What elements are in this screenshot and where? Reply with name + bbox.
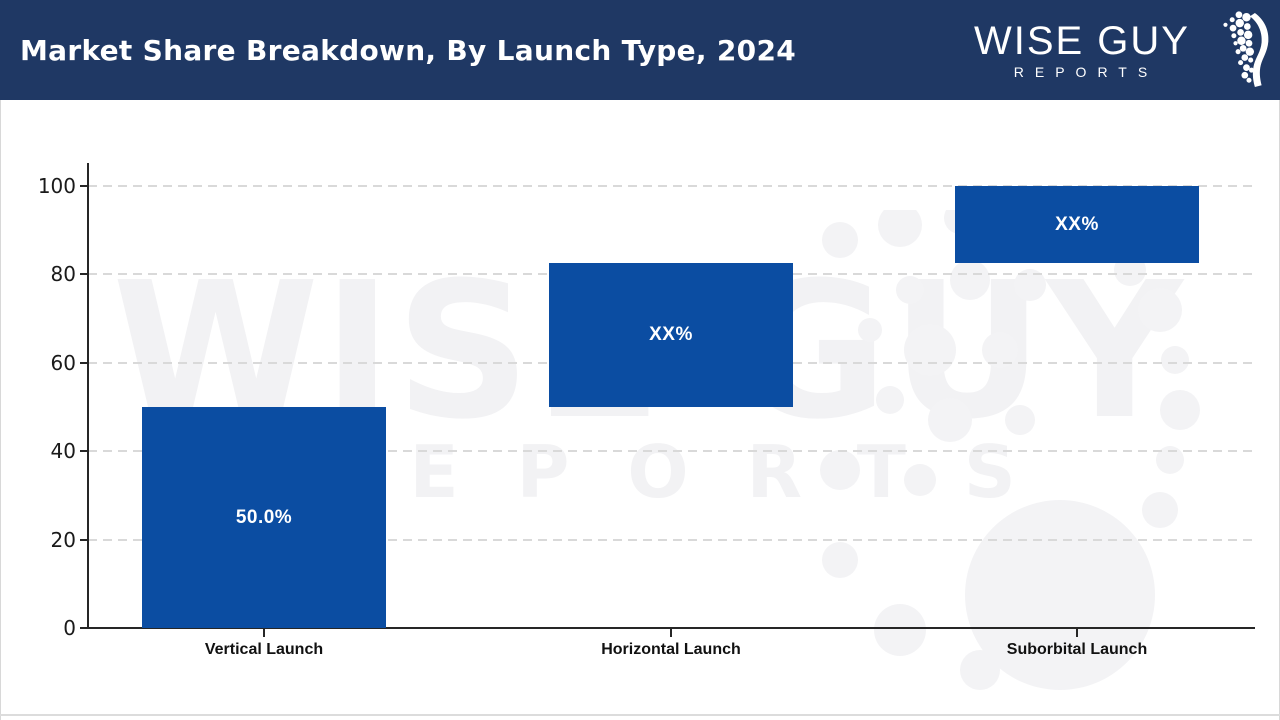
gridline xyxy=(88,450,1255,453)
y-axis-tick xyxy=(80,450,88,453)
y-axis-tick-label: 40 xyxy=(50,439,76,464)
bar-segment-2: XX% xyxy=(549,263,793,407)
x-axis-category-label: Vertical Launch xyxy=(204,641,324,658)
logo-wordmark: WISE GUY REPORTS xyxy=(974,21,1190,80)
x-axis-tick xyxy=(263,629,265,637)
y-axis-tick-label: 80 xyxy=(50,262,76,287)
bar-value-label: XX% xyxy=(649,324,693,346)
logo-line1: WISE GUY xyxy=(973,18,1190,63)
bar-segment-1: 50.0% xyxy=(142,407,386,628)
y-axis-line xyxy=(87,163,89,629)
x-axis-tick xyxy=(1076,629,1078,637)
page-title: Market Share Breakdown, By Launch Type, … xyxy=(20,33,797,67)
chart-area: WISE GUY REPORTS 0 20 40 60 80 100 50.0% Vertic… xyxy=(0,100,1280,720)
y-axis-tick xyxy=(80,273,88,276)
y-axis-tick xyxy=(80,361,88,364)
bar-value-label: XX% xyxy=(1055,213,1099,235)
x-axis-category-label: Suborbital Launch xyxy=(1006,641,1148,658)
x-axis-tick xyxy=(670,629,672,637)
y-axis-tick xyxy=(80,627,88,629)
y-axis-tick-label: 100 xyxy=(37,174,76,198)
y-axis-tick-label: 0 xyxy=(63,616,76,640)
wise-guy-reports-logo: WISE GUY REPORTS xyxy=(974,6,1270,94)
plot: 0 20 40 60 80 100 50.0% Vertical Launch XX% Horiz… xyxy=(0,100,1280,720)
dotted-head-icon xyxy=(1223,11,1269,87)
watermark-text-line2: REPORTS xyxy=(296,430,1074,514)
y-axis-tick-label: 20 xyxy=(50,527,76,552)
bar-segment-3: XX% xyxy=(955,186,1199,264)
header: Market Share Breakdown, By Launch Type, … xyxy=(0,0,1280,100)
x-axis-line xyxy=(87,627,1255,629)
card-border-bottom xyxy=(0,714,1280,716)
gridline xyxy=(88,538,1255,541)
bar-value-label: 50.0% xyxy=(235,506,293,528)
logo-line2: REPORTS xyxy=(1013,63,1159,80)
y-axis-tick xyxy=(80,185,88,187)
gridline xyxy=(88,185,1255,187)
card-border-left xyxy=(0,100,1,720)
x-axis-category-label: Horizontal Launch xyxy=(601,641,741,658)
y-axis-tick-label: 60 xyxy=(50,350,76,375)
y-axis-tick xyxy=(80,538,88,541)
